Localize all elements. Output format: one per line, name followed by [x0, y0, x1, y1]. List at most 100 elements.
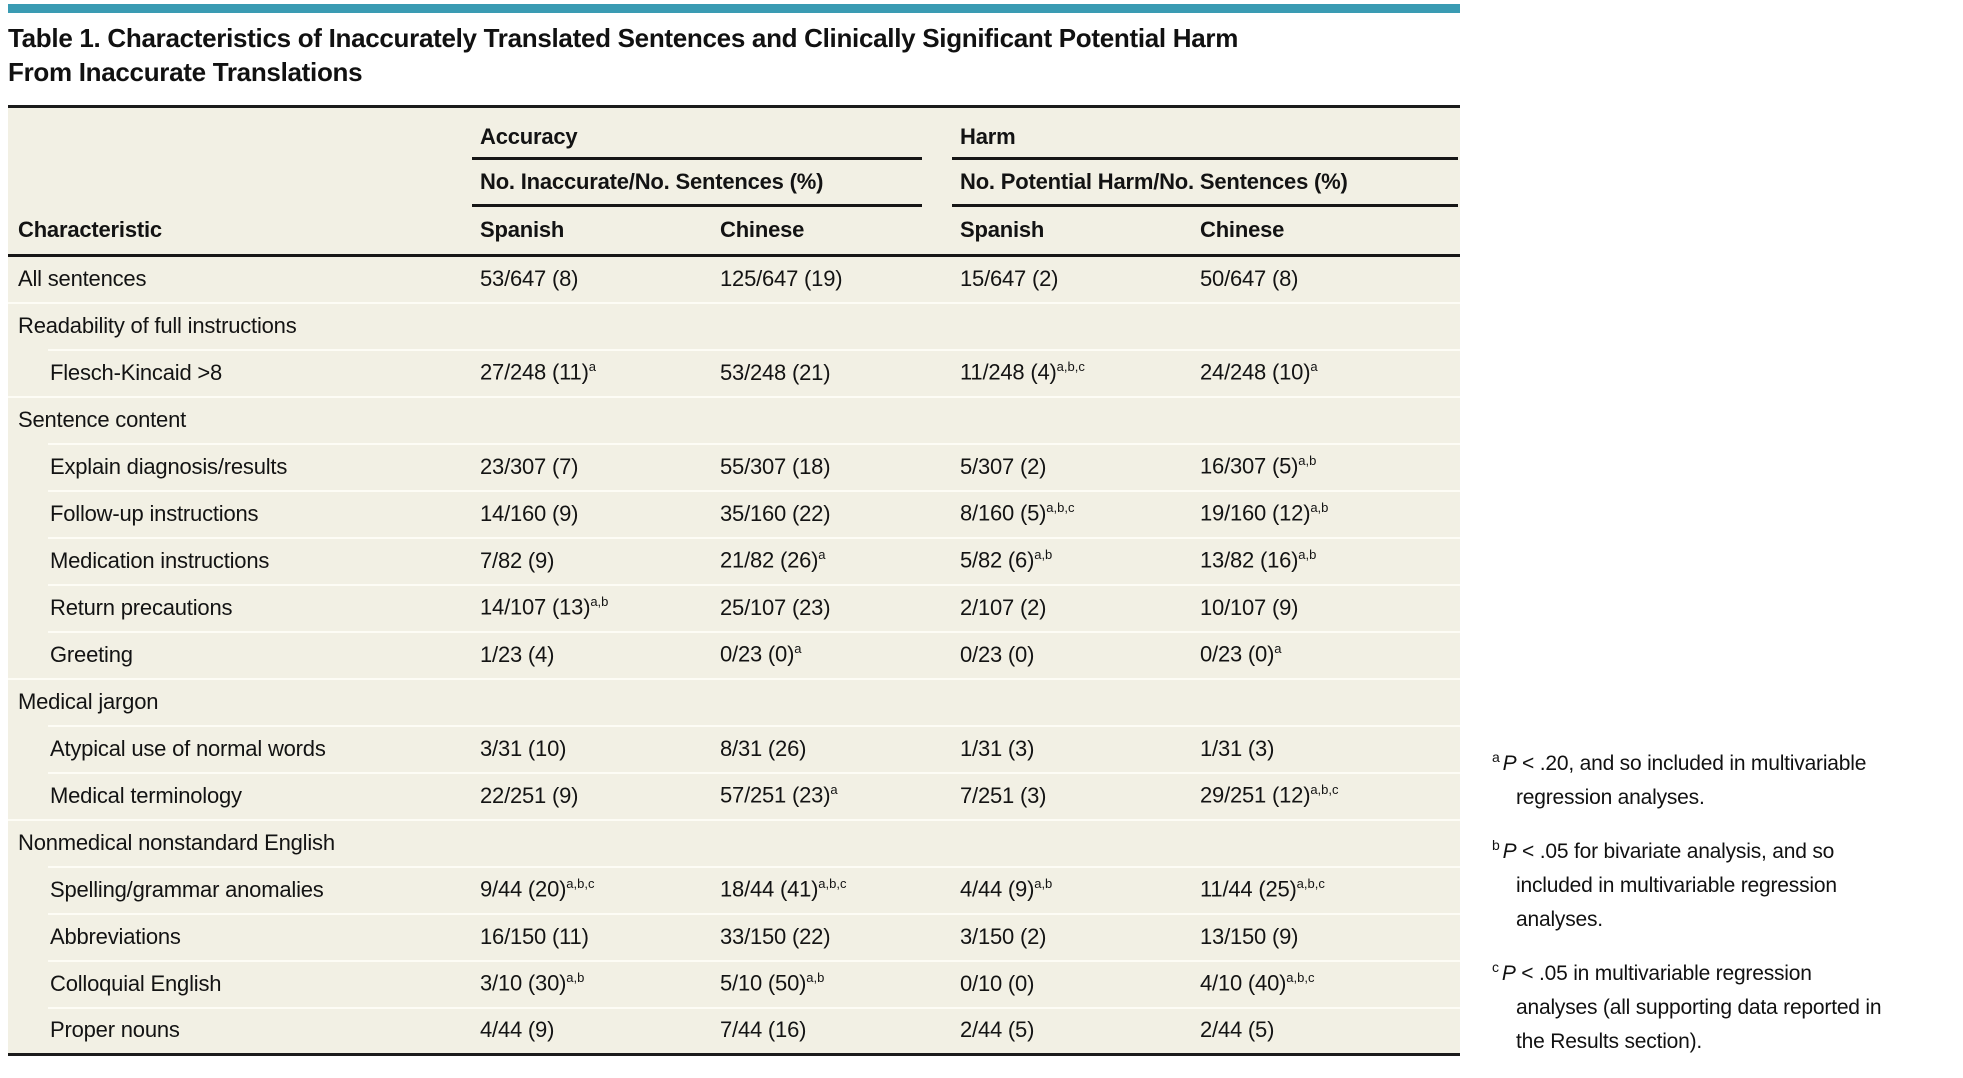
cell-value: 24/248 (10)a [1192, 349, 1460, 397]
subheader-row: No. Inaccurate/No. Sentences (%) No. Pot… [8, 160, 1460, 207]
table-row: Explain diagnosis/results 23/307 (7) 55/30… [8, 443, 1460, 491]
table-title-line2: From Inaccurate Translations [8, 56, 363, 87]
cell-value [472, 678, 712, 726]
row-label: Spelling/grammar anomalies [8, 866, 472, 914]
cell-value: 4/44 (9)a,b [952, 866, 1192, 914]
table-panel: Table 1. Characteristics of Inaccurately… [8, 4, 1460, 1056]
table-body: All sentences 53/647 (8) 125/647 (19) 15/64… [8, 255, 1460, 1055]
cell-value [1192, 819, 1460, 867]
table-row: Spelling/grammar anomalies 9/44 (20)a,b,c… [8, 866, 1460, 914]
row-label: Return precautions [8, 584, 472, 632]
cell-value [952, 678, 1192, 726]
group-header-harm: Harm [952, 106, 1460, 160]
cell-value [1192, 302, 1460, 350]
cell-footnote-marker: a [1274, 641, 1282, 657]
row-label: Abbreviations [8, 913, 472, 961]
subheader-harm: No. Potential Harm/No. Sentences (%) [952, 160, 1460, 207]
group-header-row: Accuracy Harm [8, 106, 1460, 160]
cell-value: 11/44 (25)a,b,c [1192, 866, 1460, 914]
cell-footnote-marker: a,b [1298, 453, 1317, 469]
column-header-harm-chinese: Chinese [1192, 206, 1460, 257]
cell-value: 0/23 (0)a [712, 631, 952, 679]
footnote-b-marker: b [1492, 837, 1500, 854]
table-row: Greeting 1/23 (4) 0/23 (0)a 0/23 (0) 0/23 (0… [8, 631, 1460, 679]
cell-value: 4/10 (40)a,b,c [1192, 960, 1460, 1008]
group-header-accuracy: Accuracy [472, 106, 952, 160]
row-label: Follow-up instructions [8, 490, 472, 538]
cell-value [952, 819, 1192, 867]
group-header-spacer [8, 106, 472, 160]
cell-footnote-marker: a,b,c [566, 876, 595, 892]
cell-value: 0/23 (0)a [1192, 631, 1460, 679]
cell-value [712, 302, 952, 350]
subheader-accuracy-label: No. Inaccurate/No. Sentences (%) [472, 169, 922, 207]
cell-value: 2/44 (5) [1192, 1007, 1460, 1055]
cell-value: 27/248 (11)a [472, 349, 712, 397]
cell-value: 16/307 (5)a,b [1192, 443, 1460, 491]
cell-value: 57/251 (23)a [712, 772, 952, 820]
cell-footnote-marker: a,b,c [1056, 359, 1085, 375]
cell-value: 2/44 (5) [952, 1007, 1192, 1055]
cell-value: 7/251 (3) [952, 772, 1192, 820]
cell-footnote-marker: a,b [1034, 547, 1053, 563]
accent-bar [8, 4, 1460, 13]
subheader-harm-label: No. Potential Harm/No. Sentences (%) [952, 169, 1458, 207]
cell-footnote-marker: a,b,c [818, 876, 847, 892]
cell-value: 16/150 (11) [472, 913, 712, 961]
row-label: Medication instructions [8, 537, 472, 585]
cell-value: 3/150 (2) [952, 913, 1192, 961]
cell-footnote-marker: a,b [566, 970, 585, 986]
cell-footnote-marker: a,b [1034, 876, 1053, 892]
cell-value [472, 819, 712, 867]
footnote-c-lead: P [1501, 962, 1516, 986]
table-row: All sentences 53/647 (8) 125/647 (19) 15/64… [8, 255, 1460, 302]
cell-value: 7/82 (9) [472, 537, 712, 585]
cell-value: 5/10 (50)a,b [712, 960, 952, 1008]
cell-value: 19/160 (12)a,b [1192, 490, 1460, 538]
table-row: Follow-up instructions 14/160 (9) 35/160 (… [8, 490, 1460, 538]
row-label: Proper nouns [8, 1007, 472, 1055]
subheader-spacer [8, 160, 472, 207]
cell-value: 23/307 (7) [472, 443, 712, 491]
cell-value: 5/307 (2) [952, 443, 1192, 491]
cell-footnote-marker: a,b,c [1286, 970, 1315, 986]
cell-value: 13/82 (16)a,b [1192, 537, 1460, 585]
cell-footnote-marker: a,b [1310, 500, 1329, 516]
table-row: Atypical use of normal words 3/31 (10) 8/3… [8, 725, 1460, 773]
table-row: Medication instructions 7/82 (9) 21/82 (26… [8, 537, 1460, 585]
cell-value: 13/150 (9) [1192, 913, 1460, 961]
cell-value [712, 678, 952, 726]
table-row: Return precautions 14/107 (13)a,b 25/107 (… [8, 584, 1460, 632]
cell-footnote-marker: a,b [806, 970, 825, 986]
cell-footnote-marker: a [588, 359, 596, 375]
column-header-accuracy-spanish: Spanish [472, 206, 712, 257]
row-label: Atypical use of normal words [8, 725, 472, 773]
cell-footnote-marker: a [818, 547, 826, 563]
section-label: Readability of full instructions [8, 302, 472, 350]
cell-value: 2/107 (2) [952, 584, 1192, 632]
cell-value: 8/160 (5)a,b,c [952, 490, 1192, 538]
section-label: Sentence content [8, 396, 472, 444]
cell-value: 53/248 (21) [712, 349, 952, 397]
table-row: Medical jargon [8, 678, 1460, 726]
cell-value: 0/10 (0) [952, 960, 1192, 1008]
table-row: Medical terminology 22/251 (9) 57/251 (23)… [8, 772, 1460, 820]
cell-value: 14/107 (13)a,b [472, 584, 712, 632]
row-label: Flesch-Kincaid >8 [8, 349, 472, 397]
column-header-harm-spanish: Spanish [952, 206, 1192, 257]
cell-value: 5/82 (6)a,b [952, 537, 1192, 585]
characteristics-table: Accuracy Harm No. Inaccurate/No. Sentenc… [8, 104, 1460, 1056]
cell-footnote-marker: a,b,c [1046, 500, 1075, 516]
cell-value: 33/150 (22) [712, 913, 952, 961]
table-title-line1: Table 1. Characteristics of Inaccurately… [8, 23, 1239, 53]
cell-value: 21/82 (26)a [712, 537, 952, 585]
cell-value: 8/31 (26) [712, 725, 952, 773]
footnote-c-text: < .05 in multivariable regression analys… [1516, 962, 1882, 1054]
cell-value: 0/23 (0) [952, 631, 1192, 679]
cell-value: 15/647 (2) [960, 266, 1059, 292]
cell-value: 125/647 (19) [720, 266, 843, 292]
table-row: Colloquial English 3/10 (30)a,b 5/10 (50)a… [8, 960, 1460, 1008]
